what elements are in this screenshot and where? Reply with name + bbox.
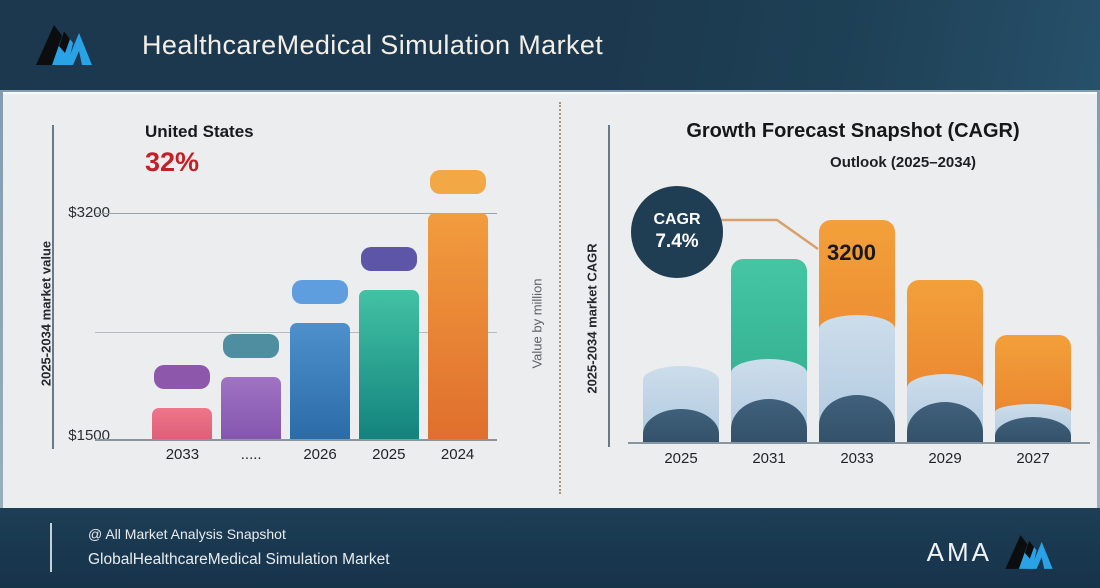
right-chart-title: Growth Forecast Snapshot (CAGR): [686, 120, 1020, 142]
footer-brand-text: AMA: [926, 536, 992, 567]
right-chart-ylabel: 2025-2034 market CAGR: [584, 243, 600, 394]
ytick-label: $3200: [68, 204, 110, 221]
xtick-label: 2026: [303, 446, 337, 463]
xtick-label: 2031: [752, 450, 786, 467]
footer-text: @ All Market Analysis Snapshot GlobalHea…: [88, 526, 390, 569]
floating-cap-2033: [154, 365, 211, 389]
stacked-segment-2031: [731, 399, 807, 442]
highlight-percentage: 32%: [145, 147, 200, 177]
bar-value-annotation: 3200: [827, 240, 876, 265]
floating-cap-.....: [223, 334, 280, 358]
right-chart-yaxis: [608, 125, 610, 447]
floating-cap-2026: [292, 280, 348, 304]
ama-mountain-logo-icon: [1005, 535, 1053, 569]
stacked-segment-2029: [907, 402, 983, 442]
header-bar: HealthcareMedical Simulation Market: [0, 0, 1100, 90]
ama-mountain-logo-icon: [36, 25, 92, 65]
content-panel: 2025-2034 market value United States 32%…: [3, 92, 1097, 508]
footer-report-line: GlobalHealthcareMedical Simulation Marke…: [88, 551, 390, 568]
xtick-label: 2025: [372, 446, 406, 463]
middle-axis-label: Value by million: [529, 278, 545, 369]
footer-source-line: @ All Market Analysis Snapshot: [88, 526, 286, 542]
bar-2033: [152, 408, 213, 439]
footer-brand: AMA: [927, 530, 1056, 574]
stacked-segment-2025: [643, 409, 719, 442]
footer-divider-rule: [50, 523, 52, 572]
region-label: United States: [145, 122, 254, 141]
cagr-badge-label: CAGR: [653, 211, 701, 228]
bar-.....: [221, 377, 282, 439]
right-chart-baseline: [628, 442, 1090, 444]
ytick-label: $1500: [68, 427, 110, 444]
left-chart-baseline: [95, 439, 497, 441]
stacked-segment-2033: [819, 395, 895, 442]
cagr-badge-value: 7.4%: [655, 231, 699, 252]
xtick-label: 2029: [928, 450, 962, 467]
xtick-label: 2033: [165, 446, 200, 463]
page-title: HealthcareMedical Simulation Market: [142, 29, 604, 60]
bar-2025: [358, 290, 419, 439]
left-chart-heading: United States 32%: [145, 122, 254, 178]
floating-cap-2025: [360, 247, 417, 271]
bar-2026: [290, 323, 350, 439]
xtick-label: .....: [240, 446, 262, 463]
xtick-label: 2027: [1016, 450, 1050, 467]
cagr-badge: CAGR 7.4%: [631, 186, 723, 278]
floating-cap-2024: [429, 170, 486, 194]
section-divider: [559, 102, 561, 494]
bar-2024: [427, 213, 488, 439]
right-chart-subtitle: Outlook (2025–2034): [830, 154, 976, 171]
stacked-segment-2027: [995, 417, 1071, 442]
gridline-3200: [95, 213, 497, 214]
xtick-label: 2024: [440, 446, 475, 463]
xtick-label: 2033: [840, 450, 874, 467]
left-chart-yaxis: [52, 125, 54, 449]
xtick-label: 2025: [664, 450, 698, 467]
footer-bar: @ All Market Analysis Snapshot GlobalHea…: [0, 508, 1100, 588]
